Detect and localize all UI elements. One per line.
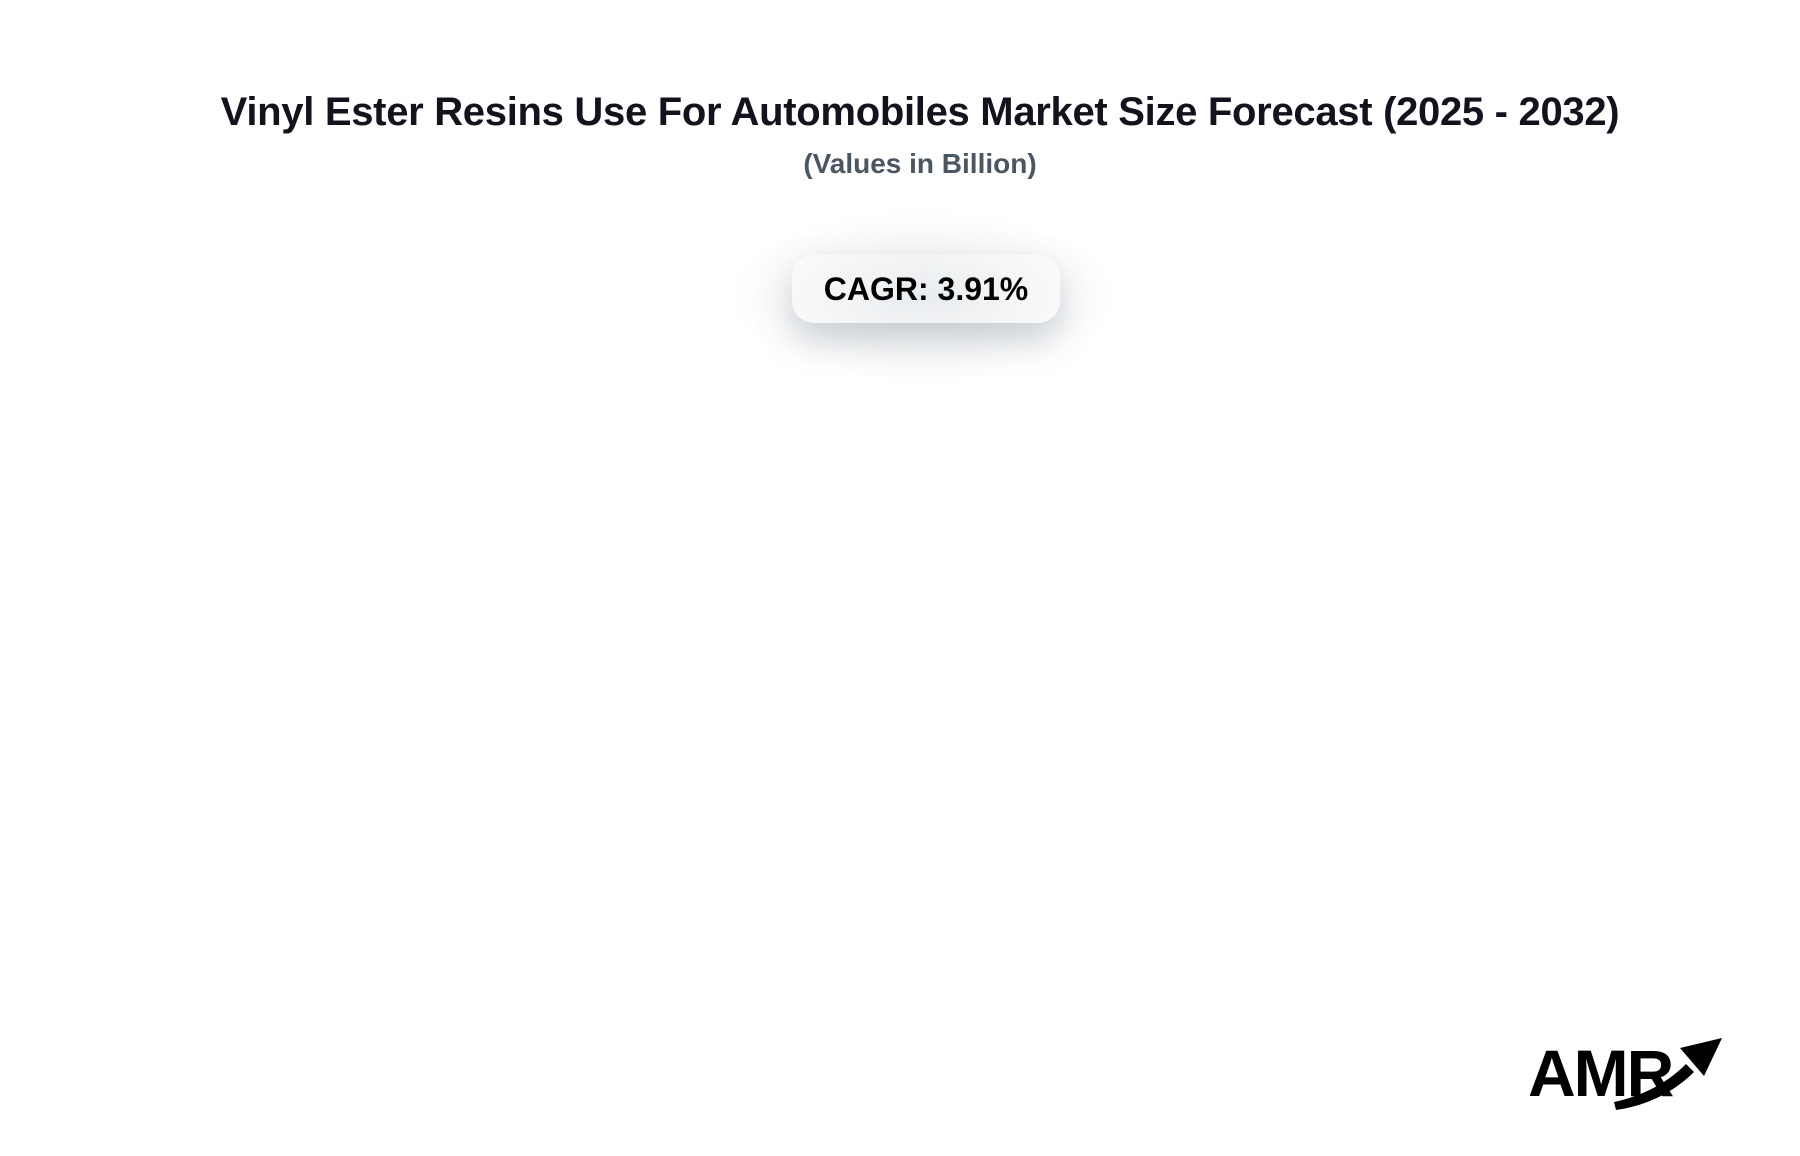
brand-logo: AMR (1528, 1038, 1748, 1140)
growth-arrow-icon (1614, 1038, 1722, 1110)
cagr-badge: CAGR: 3.91% (792, 255, 1060, 323)
chart-title: Vinyl Ester Resins Use For Automobiles M… (220, 90, 1620, 134)
chart-subtitle: (Values in Billion) (803, 148, 1037, 179)
